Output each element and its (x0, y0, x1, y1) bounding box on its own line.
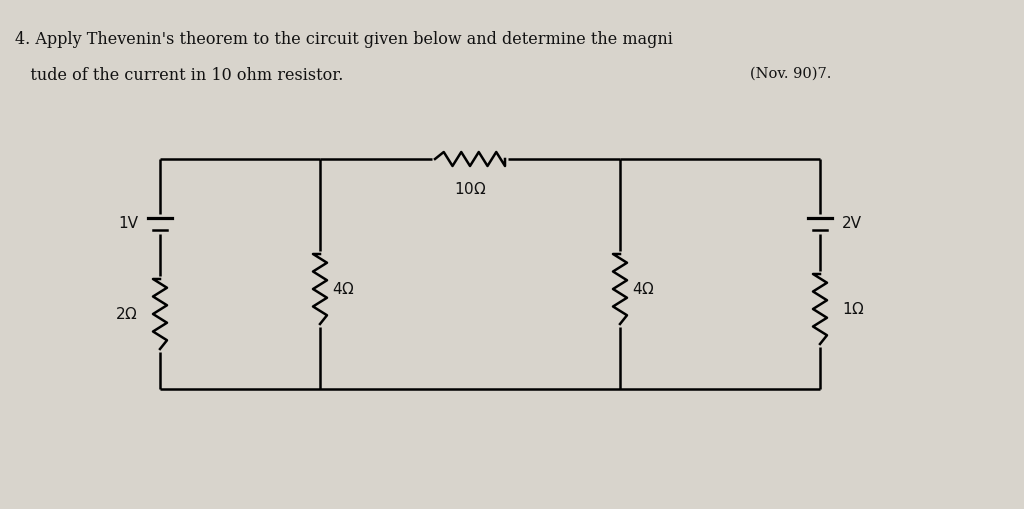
Text: 4$\Omega$: 4$\Omega$ (632, 281, 654, 297)
Text: (Nov. 90)7.: (Nov. 90)7. (750, 67, 831, 81)
Text: 4. Apply Thevenin's theorem to the circuit given below and determine the magni: 4. Apply Thevenin's theorem to the circu… (15, 31, 673, 48)
Text: 4$\Omega$: 4$\Omega$ (332, 281, 355, 297)
Text: tude of the current in 10 ohm resistor.: tude of the current in 10 ohm resistor. (15, 67, 343, 84)
Text: 1V: 1V (118, 216, 138, 232)
Text: 10$\Omega$: 10$\Omega$ (454, 181, 486, 197)
Text: 1$\Omega$: 1$\Omega$ (842, 301, 865, 317)
Text: 2$\Omega$: 2$\Omega$ (115, 306, 138, 322)
Text: 2V: 2V (842, 216, 862, 232)
